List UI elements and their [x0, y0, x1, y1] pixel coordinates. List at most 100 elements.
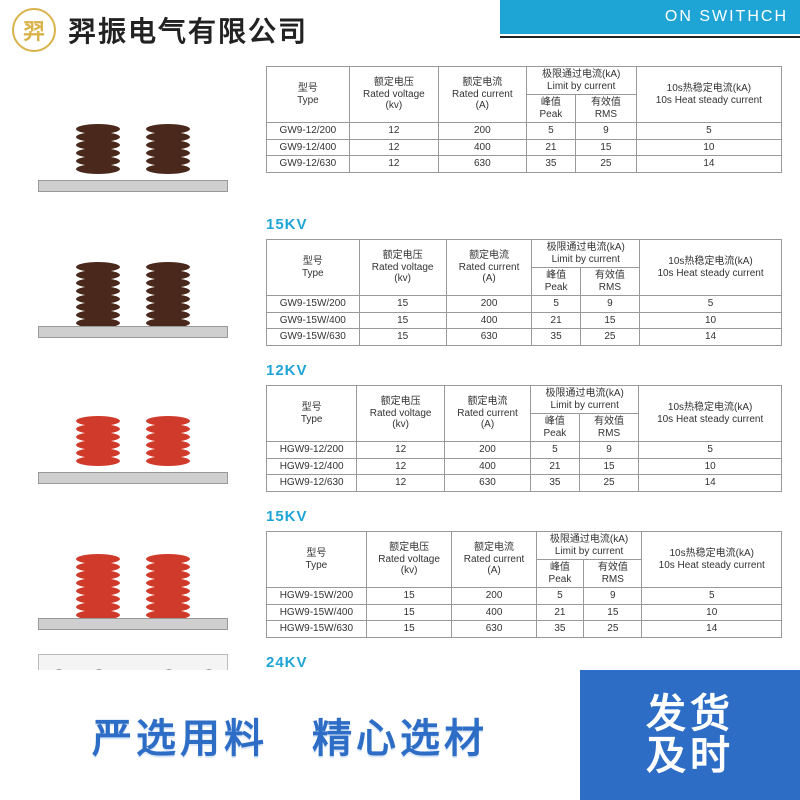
table-cell: HGW9-15W/200	[267, 588, 367, 605]
column-header: 10s热稳定电流(kA)10s Heat steady current	[636, 67, 781, 123]
kv-heading: 12KV	[266, 362, 782, 379]
table-cell: 14	[642, 621, 782, 638]
spec-table: 型号Type额定电压Rated voltage(kv)额定电流Rated cur…	[266, 531, 782, 638]
table-row: HGW9-15W/40015400211510	[267, 604, 782, 621]
table-cell: 15	[359, 296, 446, 313]
column-header: 有效值RMS	[584, 560, 642, 588]
spec-table: 型号Type额定电压Rated voltage(kv)额定电流Rated cur…	[266, 239, 782, 346]
column-header: 极限通过电流(kA)Limit by current	[526, 67, 636, 95]
spec-table: 型号Type额定电压Rated voltage(kv)额定电流Rated cur…	[266, 66, 782, 173]
table-cell: 5	[532, 296, 580, 313]
table-cell: HGW9-12/200	[267, 442, 357, 459]
footer-banner: 严选用料 精心选材 发货 及时	[0, 670, 800, 800]
header: 羿 羿振电气有限公司 ON SWITHCH	[0, 0, 800, 60]
footer-right-line1: 发货	[646, 693, 734, 735]
kv-heading: 24KV	[266, 654, 782, 671]
kv-heading: 15KV	[266, 508, 782, 525]
column-header: 10s热稳定电流(kA)10s Heat steady current	[642, 532, 782, 588]
column-header: 10s热稳定电流(kA)10s Heat steady current	[639, 386, 782, 442]
column-header: 峰值Peak	[536, 560, 584, 588]
table-cell: 9	[584, 588, 642, 605]
section-right: 15KV 型号Type额定电压Rated voltage(kv)额定电流Rated…	[248, 212, 782, 346]
table-cell: 14	[640, 329, 782, 346]
column-header: 10s热稳定电流(kA)10s Heat steady current	[640, 240, 782, 296]
column-header: 额定电压Rated voltage(kv)	[359, 240, 446, 296]
table-cell: 14	[636, 156, 781, 173]
column-header: 峰值Peak	[532, 268, 580, 296]
column-header: 额定电压Rated voltage(kv)	[357, 386, 445, 442]
column-header: 额定电压Rated voltage(kv)	[349, 67, 438, 123]
table-row: GW9-12/40012400211510	[267, 139, 782, 156]
spec-table: 型号Type额定电压Rated voltage(kv)额定电流Rated cur…	[266, 385, 782, 492]
table-row: GW9-15W/40015400211510	[267, 312, 782, 329]
column-header: 极限通过电流(kA)Limit by current	[532, 240, 640, 268]
column-header: 额定电流Rated current(A)	[452, 532, 536, 588]
table-cell: 5	[636, 123, 781, 140]
column-header: 有效值RMS	[580, 268, 639, 296]
column-header: 额定电压Rated voltage(kv)	[366, 532, 452, 588]
column-header: 有效值RMS	[579, 414, 639, 442]
column-header: 峰值Peak	[531, 414, 580, 442]
company-name: 羿振电气有限公司	[68, 10, 308, 50]
insulator-stack	[76, 416, 120, 464]
table-cell: 630	[444, 475, 530, 492]
table-cell: 10	[636, 139, 781, 156]
table-cell: 630	[452, 621, 536, 638]
header-right-label: ON SWITHCH	[500, 0, 800, 34]
table-cell: 10	[642, 604, 782, 621]
table-cell: 35	[532, 329, 580, 346]
table-cell: 9	[579, 442, 639, 459]
column-header: 型号Type	[267, 532, 367, 588]
table-cell: 15	[366, 604, 452, 621]
table-cell: 630	[446, 329, 532, 346]
table-cell: 9	[580, 296, 639, 313]
table-cell: 35	[526, 156, 575, 173]
insulator-stack	[76, 124, 120, 172]
company-logo: 羿	[12, 8, 56, 52]
table-cell: 200	[452, 588, 536, 605]
base-plate	[38, 472, 228, 484]
insulator-stack	[146, 416, 190, 464]
column-header: 额定电流Rated current(A)	[444, 386, 530, 442]
column-header: 型号Type	[267, 386, 357, 442]
table-cell: 15	[366, 588, 452, 605]
insulator-stack	[76, 262, 120, 326]
base-plate	[38, 618, 228, 630]
table-cell: 21	[532, 312, 580, 329]
table-row: GW9-12/20012200595	[267, 123, 782, 140]
footer-right-badge: 发货 及时	[580, 670, 800, 800]
table-cell: 15	[359, 312, 446, 329]
table-cell: 200	[444, 442, 530, 459]
section-right: 型号Type额定电压Rated voltage(kv)额定电流Rated cur…	[248, 66, 782, 173]
table-row: HGW9-15W/63015630352514	[267, 621, 782, 638]
base-plate	[38, 180, 228, 192]
table-cell: 9	[576, 123, 637, 140]
column-header: 极限通过电流(kA)Limit by current	[536, 532, 642, 560]
table-cell: 15	[579, 458, 639, 475]
table-cell: GW9-12/400	[267, 139, 350, 156]
table-cell: 5	[639, 442, 782, 459]
table-cell: 10	[640, 312, 782, 329]
table-cell: 25	[580, 329, 639, 346]
insulator-stack	[146, 124, 190, 172]
footer-right-line2: 及时	[646, 735, 734, 777]
table-cell: HGW9-15W/630	[267, 621, 367, 638]
table-cell: 5	[642, 588, 782, 605]
section-row: 型号Type额定电压Rated voltage(kv)额定电流Rated cur…	[18, 66, 782, 206]
product-image	[18, 66, 248, 206]
kv-heading: 15KV	[266, 216, 782, 233]
table-row: HGW9-15W/20015200595	[267, 588, 782, 605]
column-header: 有效值RMS	[576, 95, 637, 123]
table-cell: 14	[639, 475, 782, 492]
table-cell: 35	[531, 475, 580, 492]
table-cell: 15	[580, 312, 639, 329]
table-cell: 21	[536, 604, 584, 621]
product-image	[18, 358, 248, 498]
column-header: 额定电流Rated current(A)	[438, 67, 526, 123]
table-cell: 35	[536, 621, 584, 638]
table-cell: 200	[438, 123, 526, 140]
table-cell: 5	[536, 588, 584, 605]
table-cell: 15	[366, 621, 452, 638]
insulator-stack	[76, 554, 120, 618]
table-cell: 400	[446, 312, 532, 329]
